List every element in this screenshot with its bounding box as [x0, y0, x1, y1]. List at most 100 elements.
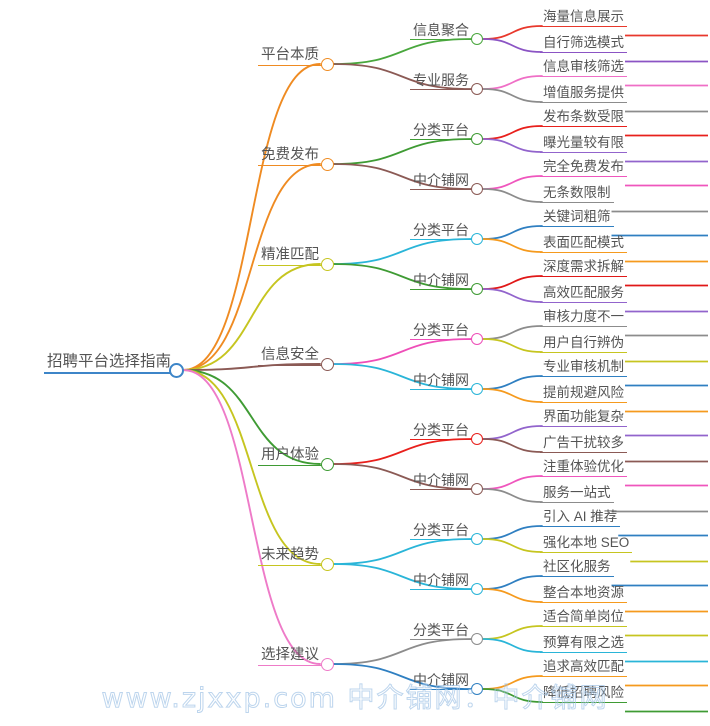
branch-node-0[interactable]: 平台本质 — [258, 48, 322, 66]
leaf-node-0-1-0-label: 信息审核筛选 — [540, 60, 627, 77]
leaf-node-1-1-0[interactable]: 完全免费发布 — [540, 160, 627, 177]
leaf-node-6-0-0[interactable]: 适合简单岗位 — [540, 610, 627, 627]
sub-node-2-1-label: 中介铺网 — [410, 273, 472, 290]
sub-node-3-0[interactable]: 分类平台 — [410, 323, 472, 340]
leaf-node-5-0-1-label: 强化本地 SEO — [540, 536, 633, 553]
leaf-node-3-1-1[interactable]: 提前规避风险 — [540, 386, 627, 403]
leaf-node-1-0-0-label: 发布条数受限 — [540, 110, 627, 127]
sub-node-0-1-label: 专业服务 — [410, 73, 472, 90]
leaf-node-2-0-1-label: 表面匹配模式 — [540, 236, 627, 253]
sub-node-5-0[interactable]: 分类平台 — [410, 523, 472, 540]
leaf-node-5-1-1[interactable]: 整合本地资源 — [540, 586, 627, 603]
sub-node-1-1-label: 中介铺网 — [410, 173, 472, 190]
leaf-node-1-1-1[interactable]: 无条数限制 — [540, 186, 614, 203]
branch-node-1[interactable]: 免费发布 — [258, 148, 322, 166]
branch-node-6-label: 选择建议 — [258, 648, 322, 666]
leaf-node-6-1-1[interactable]: 降低招聘风险 — [540, 686, 627, 703]
leaf-node-3-0-0-label: 审核力度不一 — [540, 310, 627, 327]
leaf-node-1-0-0[interactable]: 发布条数受限 — [540, 110, 627, 127]
sub-node-5-0-label: 分类平台 — [410, 523, 472, 540]
leaf-node-1-0-1-label: 曝光量较有限 — [540, 136, 627, 153]
sub-node-2-0-label: 分类平台 — [410, 223, 472, 240]
sub-node-0-0[interactable]: 信息聚合 — [410, 23, 472, 40]
sub-node-4-1[interactable]: 中介铺网 — [410, 473, 472, 490]
sub-node-4-0[interactable]: 分类平台 — [410, 423, 472, 440]
leaf-node-2-0-0-label: 关键词粗筛 — [540, 210, 614, 227]
sub-node-0-0-label: 信息聚合 — [410, 23, 472, 40]
leaf-node-0-1-0[interactable]: 信息审核筛选 — [540, 60, 627, 77]
sub-node-6-1[interactable]: 中介铺网 — [410, 673, 472, 690]
leaf-node-2-1-0-label: 深度需求拆解 — [540, 260, 627, 277]
leaf-node-6-1-0-label: 追求高效匹配 — [540, 660, 627, 677]
leaf-node-6-0-1[interactable]: 预算有限之选 — [540, 636, 627, 653]
leaf-node-0-1-1[interactable]: 增值服务提供 — [540, 86, 627, 103]
leaf-node-2-0-0[interactable]: 关键词粗筛 — [540, 210, 614, 227]
sub-node-4-0-label: 分类平台 — [410, 423, 472, 440]
leaf-node-0-0-1-label: 自行筛选模式 — [540, 36, 627, 53]
leaf-node-6-1-1-label: 降低招聘风险 — [540, 686, 627, 703]
sub-node-4-1-label: 中介铺网 — [410, 473, 472, 490]
leaf-node-3-0-0[interactable]: 审核力度不一 — [540, 310, 627, 327]
leaf-node-4-0-1-label: 广告干扰较多 — [540, 436, 627, 453]
leaf-node-5-0-0-label: 引入 AI 推荐 — [540, 510, 621, 527]
leaf-node-4-1-1-label: 服务一站式 — [540, 486, 614, 503]
branch-node-4[interactable]: 用户体验 — [258, 448, 322, 466]
leaf-node-4-1-0[interactable]: 注重体验优化 — [540, 460, 627, 477]
leaf-node-5-0-0[interactable]: 引入 AI 推荐 — [540, 510, 621, 527]
leaf-node-3-1-0-label: 专业审核机制 — [540, 360, 627, 377]
sub-node-6-1-label: 中介铺网 — [410, 673, 472, 690]
branch-node-6[interactable]: 选择建议 — [258, 648, 322, 666]
branch-node-2[interactable]: 精准匹配 — [258, 248, 322, 266]
leaf-node-2-1-0[interactable]: 深度需求拆解 — [540, 260, 627, 277]
branch-node-3-label: 信息安全 — [258, 348, 322, 366]
leaf-node-3-1-0[interactable]: 专业审核机制 — [540, 360, 627, 377]
branch-node-1-label: 免费发布 — [258, 148, 322, 166]
root-node[interactable]: 招聘平台选择指南 — [43, 354, 174, 374]
sub-node-1-0[interactable]: 分类平台 — [410, 123, 472, 140]
leaf-node-4-1-1[interactable]: 服务一站式 — [540, 486, 614, 503]
branch-node-4-label: 用户体验 — [258, 448, 322, 466]
sub-node-5-1[interactable]: 中介铺网 — [410, 573, 472, 590]
branch-node-0-label: 平台本质 — [258, 48, 322, 66]
root-node-label: 招聘平台选择指南 — [43, 354, 174, 374]
leaf-node-4-0-0-label: 界面功能复杂 — [540, 410, 627, 427]
sub-node-0-1[interactable]: 专业服务 — [410, 73, 472, 90]
branch-node-3[interactable]: 信息安全 — [258, 348, 322, 366]
sub-node-6-0-label: 分类平台 — [410, 623, 472, 640]
leaf-node-1-0-1[interactable]: 曝光量较有限 — [540, 136, 627, 153]
leaf-node-5-1-0[interactable]: 社区化服务 — [540, 560, 614, 577]
sub-node-1-1[interactable]: 中介铺网 — [410, 173, 472, 190]
sub-node-6-0[interactable]: 分类平台 — [410, 623, 472, 640]
leaf-node-0-1-1-label: 增值服务提供 — [540, 86, 627, 103]
leaf-node-3-0-1-label: 用户自行辨伪 — [540, 336, 627, 353]
leaf-node-0-0-0[interactable]: 海量信息展示 — [540, 10, 627, 27]
sub-node-2-0[interactable]: 分类平台 — [410, 223, 472, 240]
leaf-node-5-0-1[interactable]: 强化本地 SEO — [540, 536, 633, 553]
leaf-node-1-1-1-label: 无条数限制 — [540, 186, 614, 203]
sub-node-2-1[interactable]: 中介铺网 — [410, 273, 472, 290]
leaf-node-0-0-1[interactable]: 自行筛选模式 — [540, 36, 627, 53]
leaf-node-2-1-1[interactable]: 高效匹配服务 — [540, 286, 627, 303]
sub-node-3-0-label: 分类平台 — [410, 323, 472, 340]
leaf-node-6-0-1-label: 预算有限之选 — [540, 636, 627, 653]
leaf-node-6-0-0-label: 适合简单岗位 — [540, 610, 627, 627]
branch-node-5[interactable]: 未来趋势 — [258, 548, 322, 566]
sub-node-5-1-label: 中介铺网 — [410, 573, 472, 590]
leaf-node-3-1-1-label: 提前规避风险 — [540, 386, 627, 403]
leaf-node-3-0-1[interactable]: 用户自行辨伪 — [540, 336, 627, 353]
leaf-node-2-1-1-label: 高效匹配服务 — [540, 286, 627, 303]
sub-node-3-1-label: 中介铺网 — [410, 373, 472, 390]
branch-node-5-label: 未来趋势 — [258, 548, 322, 566]
branch-node-2-label: 精准匹配 — [258, 248, 322, 266]
leaf-node-4-0-0[interactable]: 界面功能复杂 — [540, 410, 627, 427]
leaf-node-5-1-1-label: 整合本地资源 — [540, 586, 627, 603]
sub-node-3-1[interactable]: 中介铺网 — [410, 373, 472, 390]
leaf-node-6-1-0[interactable]: 追求高效匹配 — [540, 660, 627, 677]
watermark-text: www.zjxxp.com 中介铺网：中介铺网 — [101, 683, 609, 715]
leaf-node-4-1-0-label: 注重体验优化 — [540, 460, 627, 477]
leaf-node-0-0-0-label: 海量信息展示 — [540, 10, 627, 27]
leaf-node-4-0-1[interactable]: 广告干扰较多 — [540, 436, 627, 453]
leaf-node-5-1-0-label: 社区化服务 — [540, 560, 614, 577]
leaf-node-2-0-1[interactable]: 表面匹配模式 — [540, 236, 627, 253]
